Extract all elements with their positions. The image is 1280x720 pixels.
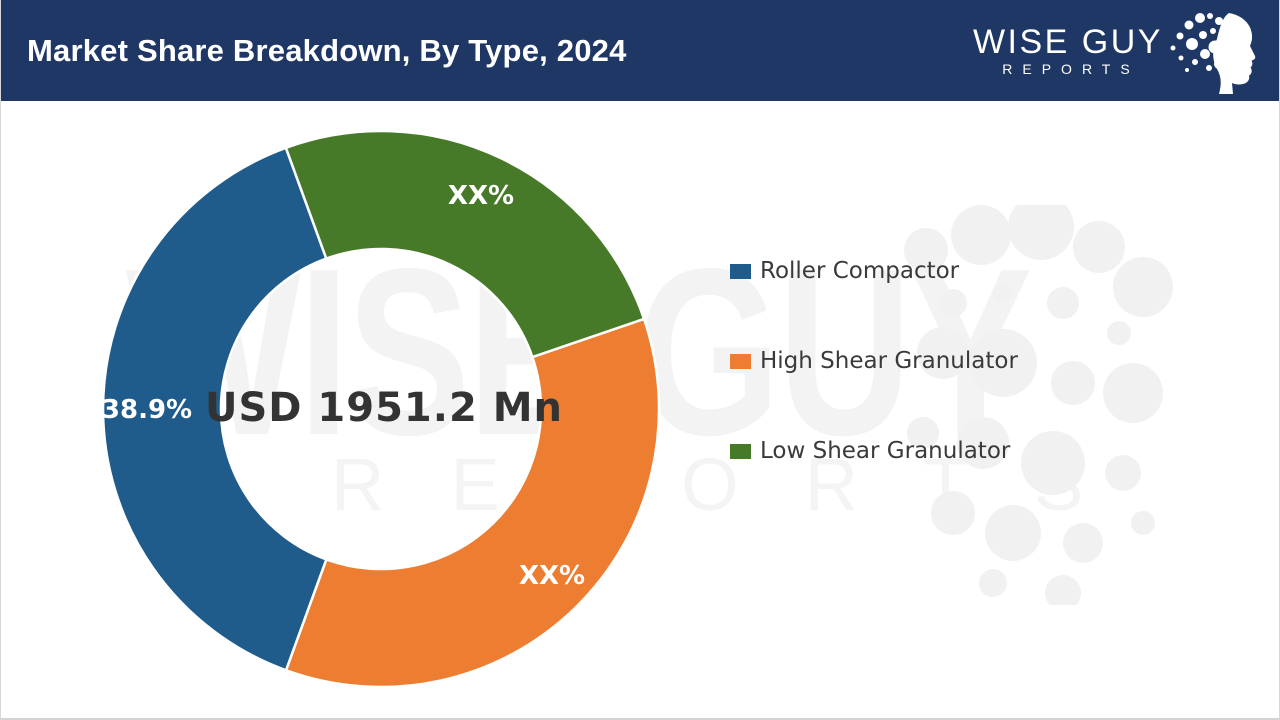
- pie-slice-roller-compactor: [101, 146, 328, 672]
- legend-swatch-high-shear-granulator: [730, 353, 751, 369]
- legend-item-low-shear-granulator: Low Shear Granulator: [730, 436, 1010, 466]
- brand-subname: REPORTS: [1002, 61, 1140, 77]
- legend-label: Roller Compactor: [760, 258, 960, 284]
- slice-value-roller-compactor: 38.9%: [101, 395, 193, 425]
- slice-value-high-shear-granulator: XX%: [518, 561, 586, 591]
- legend-label: Low Shear Granulator: [760, 438, 1011, 464]
- page-title: Market Share Breakdown, By Type, 2024: [27, 32, 627, 68]
- brand-name: WISE GUY: [972, 23, 1163, 61]
- watermark-face-dots: [904, 205, 1173, 605]
- slice-value-low-shear-granulator: XX%: [447, 181, 515, 211]
- legend-swatch-roller-compactor: [730, 263, 751, 279]
- brand-wordmark: WISE GUY REPORTS: [973, 24, 1163, 77]
- legend-swatch-low-shear-granulator: [730, 443, 751, 459]
- brand-face-icon: [1170, 12, 1256, 94]
- donut-center-value: USD 1951.2 Mn: [205, 385, 563, 431]
- brand-logo: WISE GUY REPORTS: [973, 8, 1257, 94]
- legend-item-high-shear-granulator: High Shear Granulator: [730, 346, 1018, 376]
- pie-slice-low-shear-granulator: [284, 129, 646, 359]
- legend-item-roller-compactor: Roller Compactor: [730, 256, 959, 286]
- pie-slice-high-shear-granulator: [284, 317, 661, 689]
- header-bar: Market Share Breakdown, By Type, 2024 WI…: [1, 0, 1279, 101]
- legend-label: High Shear Granulator: [760, 348, 1018, 374]
